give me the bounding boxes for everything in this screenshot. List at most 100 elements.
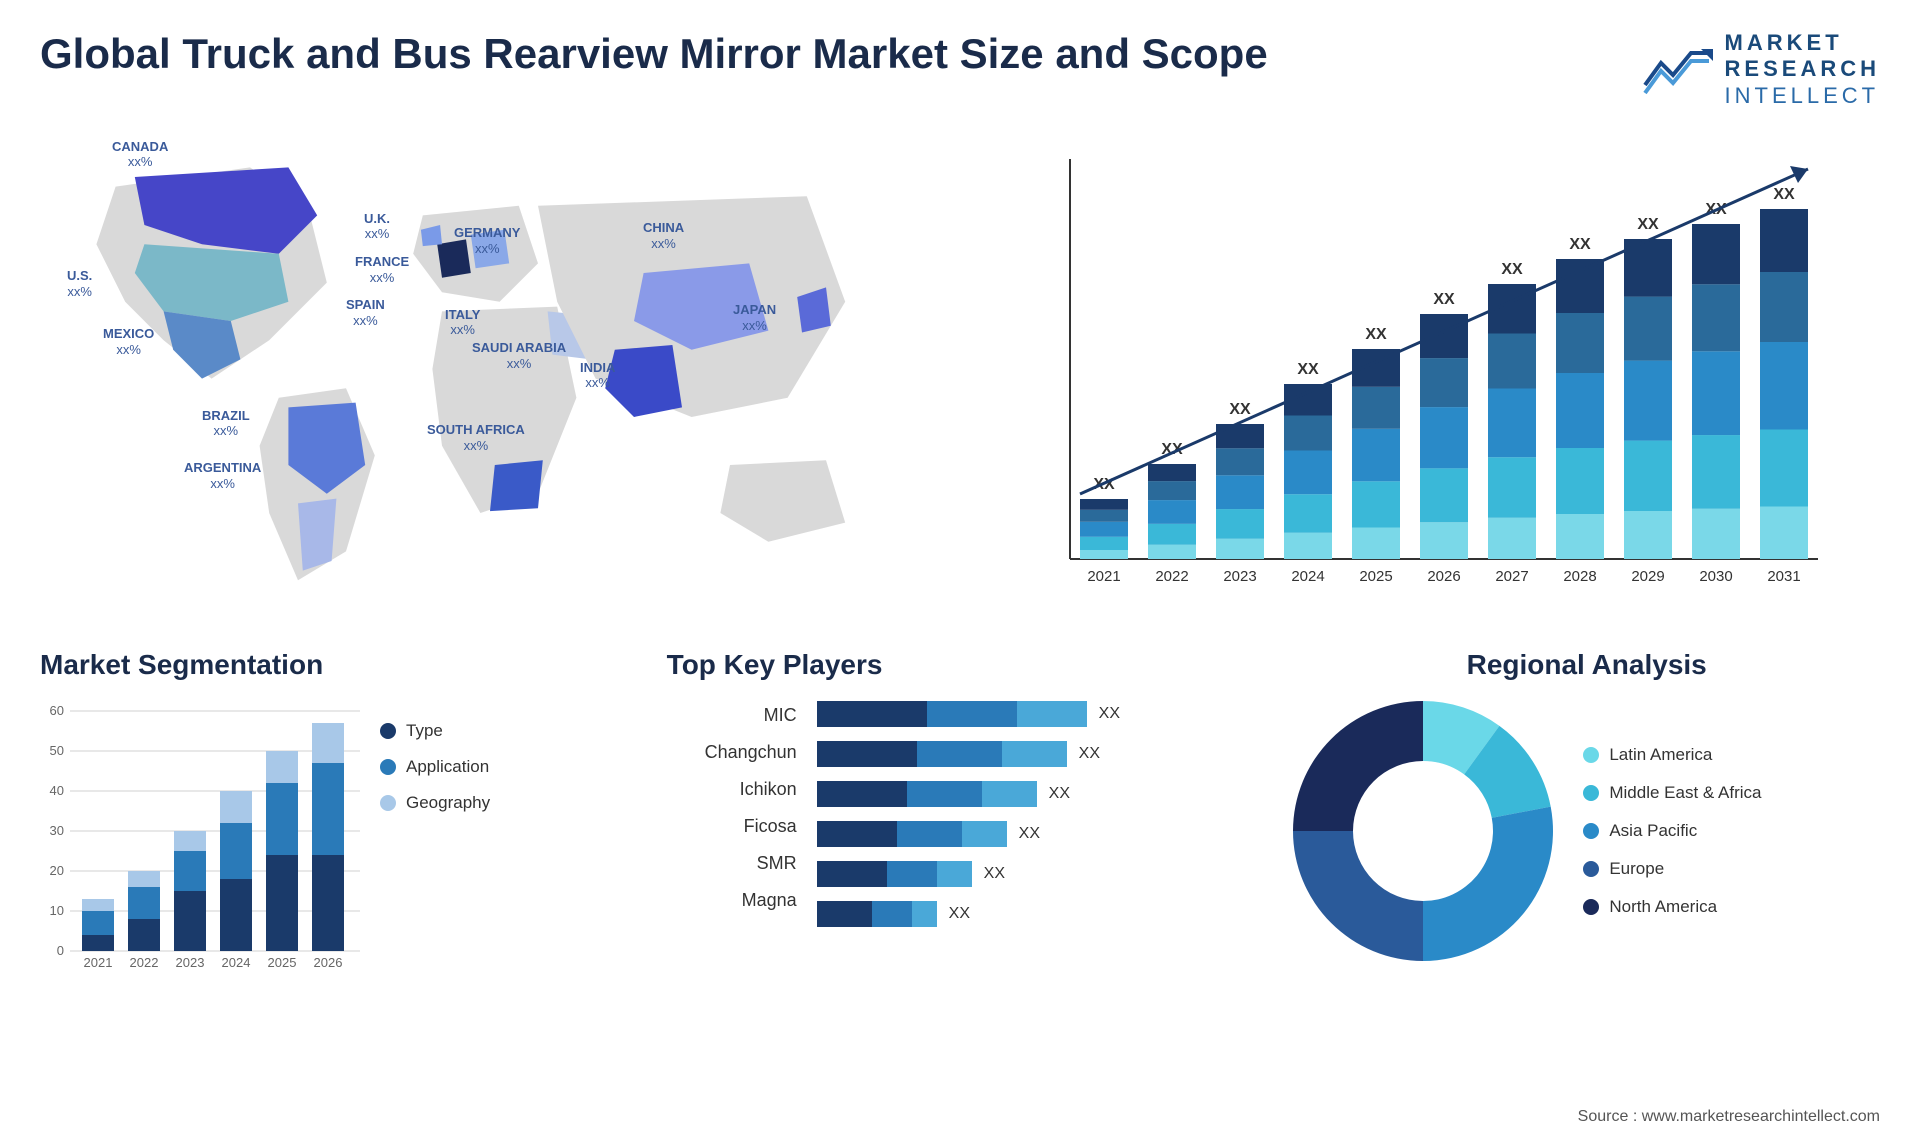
map-label: CHINAxx% bbox=[643, 220, 684, 251]
map-label: SOUTH AFRICAxx% bbox=[427, 422, 525, 453]
donut-svg bbox=[1293, 701, 1553, 961]
svg-text:2025: 2025 bbox=[268, 955, 297, 970]
svg-text:2028: 2028 bbox=[1563, 568, 1596, 585]
svg-text:2023: 2023 bbox=[176, 955, 205, 970]
player-bar bbox=[817, 821, 1007, 847]
player-row: XX bbox=[817, 861, 1254, 887]
map-label: U.K.xx% bbox=[364, 211, 390, 242]
legend-item: Latin America bbox=[1583, 745, 1761, 765]
svg-text:XX: XX bbox=[1297, 361, 1319, 378]
svg-text:2031: 2031 bbox=[1767, 568, 1800, 585]
svg-text:60: 60 bbox=[50, 703, 64, 718]
player-value: XX bbox=[1099, 705, 1120, 723]
top-row: CANADAxx%U.S.xx%MEXICOxx%BRAZILxx%ARGENT… bbox=[40, 129, 1880, 609]
player-name: Changchun bbox=[667, 742, 797, 763]
map-label: BRAZILxx% bbox=[202, 408, 250, 439]
logo-text: MARKET RESEARCH INTELLECT bbox=[1725, 30, 1880, 109]
svg-text:2026: 2026 bbox=[1427, 568, 1460, 585]
svg-text:XX: XX bbox=[1637, 216, 1659, 233]
player-bar bbox=[817, 861, 972, 887]
map-label: ARGENTINAxx% bbox=[184, 460, 261, 491]
player-bars: XX XX XX XX XX XX bbox=[817, 701, 1254, 927]
legend-item: Middle East & Africa bbox=[1583, 783, 1761, 803]
player-row: XX bbox=[817, 781, 1254, 807]
svg-text:XX: XX bbox=[1229, 401, 1251, 418]
svg-text:XX: XX bbox=[1773, 186, 1795, 203]
player-bar bbox=[817, 901, 937, 927]
players-panel: Top Key Players MIC Changchun Ichikon Ficos… bbox=[667, 649, 1254, 981]
player-value: XX bbox=[984, 865, 1005, 883]
player-names: MIC Changchun Ichikon Ficosa SMR Magna bbox=[667, 701, 797, 927]
bottom-row: Market Segmentation 01020304050602021202… bbox=[40, 649, 1880, 981]
growth-chart: XX2021XX2022XX2023XX2024XX2025XX2026XX20… bbox=[980, 129, 1880, 609]
page-title: Global Truck and Bus Rearview Mirror Mar… bbox=[40, 30, 1268, 78]
segmentation-panel: Market Segmentation 01020304050602021202… bbox=[40, 649, 627, 981]
header: Global Truck and Bus Rearview Mirror Mar… bbox=[40, 30, 1880, 109]
legend-item: Application bbox=[380, 757, 490, 777]
growth-chart-svg: XX2021XX2022XX2023XX2024XX2025XX2026XX20… bbox=[980, 129, 1880, 609]
svg-text:2029: 2029 bbox=[1631, 568, 1664, 585]
segmentation-legend: TypeApplicationGeography bbox=[380, 701, 490, 981]
player-bar bbox=[817, 781, 1037, 807]
svg-text:0: 0 bbox=[57, 943, 64, 958]
map-label: JAPANxx% bbox=[733, 302, 776, 333]
svg-text:10: 10 bbox=[50, 903, 64, 918]
legend-item: Europe bbox=[1583, 859, 1761, 879]
svg-text:XX: XX bbox=[1433, 291, 1455, 308]
player-value: XX bbox=[1049, 785, 1070, 803]
source-text: Source : www.marketresearchintellect.com bbox=[1578, 1108, 1880, 1126]
map-label: MEXICOxx% bbox=[103, 326, 154, 357]
legend-item: Asia Pacific bbox=[1583, 821, 1761, 841]
player-value: XX bbox=[1079, 745, 1100, 763]
map-label: ITALYxx% bbox=[445, 307, 480, 338]
svg-text:2026: 2026 bbox=[314, 955, 343, 970]
player-row: XX bbox=[817, 901, 1254, 927]
segmentation-chart: 0102030405060202120222023202420252026 Ty… bbox=[40, 701, 627, 981]
player-bar bbox=[817, 741, 1067, 767]
world-map: CANADAxx%U.S.xx%MEXICOxx%BRAZILxx%ARGENT… bbox=[40, 129, 940, 609]
svg-text:XX: XX bbox=[1501, 261, 1523, 278]
legend-item: Geography bbox=[380, 793, 490, 813]
svg-text:2024: 2024 bbox=[222, 955, 251, 970]
player-value: XX bbox=[1019, 825, 1040, 843]
player-name: SMR bbox=[667, 853, 797, 874]
segmentation-title: Market Segmentation bbox=[40, 649, 627, 681]
legend-item: North America bbox=[1583, 897, 1761, 917]
svg-text:2025: 2025 bbox=[1359, 568, 1392, 585]
svg-text:20: 20 bbox=[50, 863, 64, 878]
map-label: CANADAxx% bbox=[112, 139, 168, 170]
regional-legend: Latin America Middle East & Africa Asia Pa… bbox=[1583, 745, 1761, 917]
svg-text:2027: 2027 bbox=[1495, 568, 1528, 585]
svg-text:2030: 2030 bbox=[1699, 568, 1732, 585]
player-bar bbox=[817, 701, 1087, 727]
svg-text:2022: 2022 bbox=[130, 955, 159, 970]
logo-icon bbox=[1643, 45, 1713, 95]
svg-text:XX: XX bbox=[1365, 326, 1387, 343]
logo: MARKET RESEARCH INTELLECT bbox=[1643, 30, 1880, 109]
player-name: Ficosa bbox=[667, 816, 797, 837]
regional-panel: Regional Analysis Latin America Middle Ea… bbox=[1293, 649, 1880, 981]
svg-text:2021: 2021 bbox=[84, 955, 113, 970]
player-name: MIC bbox=[667, 705, 797, 726]
player-name: Magna bbox=[667, 890, 797, 911]
segmentation-bars: 0102030405060202120222023202420252026 bbox=[40, 701, 360, 981]
map-label: GERMANYxx% bbox=[454, 225, 520, 256]
segmentation-svg: 0102030405060202120222023202420252026 bbox=[40, 701, 360, 981]
svg-text:40: 40 bbox=[50, 783, 64, 798]
player-row: XX bbox=[817, 741, 1254, 767]
player-value: XX bbox=[949, 905, 970, 923]
svg-text:2024: 2024 bbox=[1291, 568, 1324, 585]
players-chart: MICChangchunIchikonFicosaSMRMagna XXXXXX… bbox=[667, 701, 1254, 927]
regional-chart: Latin America Middle East & Africa Asia Pa… bbox=[1293, 701, 1880, 961]
players-title: Top Key Players bbox=[667, 649, 1254, 681]
svg-text:2021: 2021 bbox=[1087, 568, 1120, 585]
regional-title: Regional Analysis bbox=[1293, 649, 1880, 681]
map-label: INDIAxx% bbox=[580, 360, 615, 391]
player-name: Ichikon bbox=[667, 779, 797, 800]
svg-text:50: 50 bbox=[50, 743, 64, 758]
svg-text:XX: XX bbox=[1569, 236, 1591, 253]
map-label: SAUDI ARABIAxx% bbox=[472, 340, 566, 371]
map-label: SPAINxx% bbox=[346, 297, 385, 328]
svg-text:2023: 2023 bbox=[1223, 568, 1256, 585]
player-row: XX bbox=[817, 821, 1254, 847]
